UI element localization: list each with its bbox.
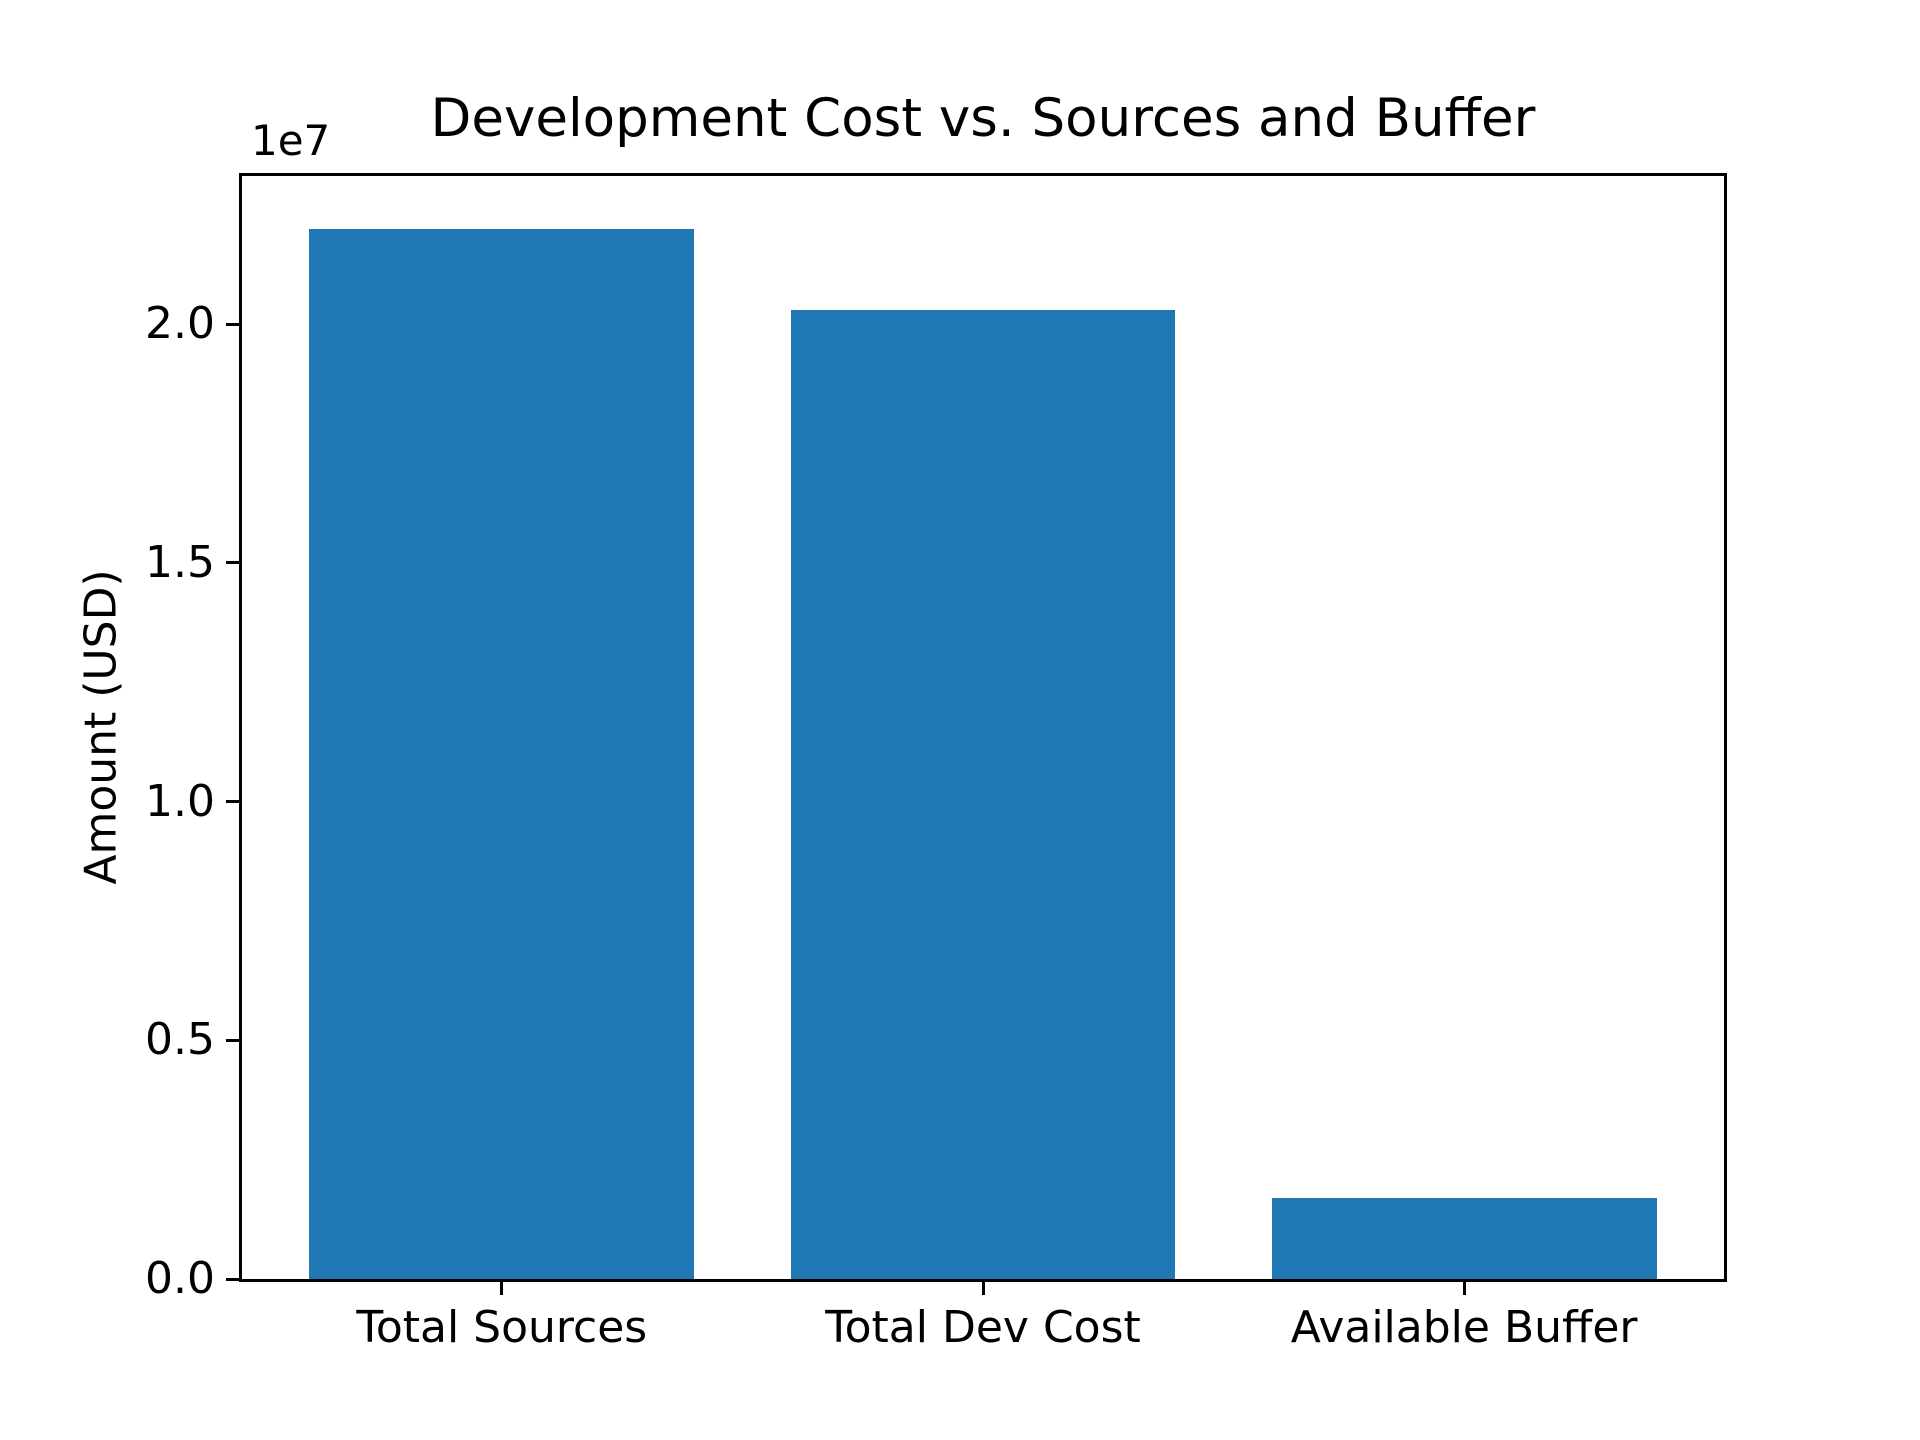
x-tick-label-2: Available Buffer <box>1290 1302 1638 1353</box>
x-tick-label-0: Total Sources <box>356 1302 648 1353</box>
bar-1 <box>790 309 1176 1279</box>
y-axis-offset-text: 1e7 <box>251 116 331 165</box>
x-tick-mark-1 <box>981 1282 985 1295</box>
y-tick-label-0: 0.0 <box>145 1253 215 1304</box>
y-axis-label: Amount (USD) <box>75 569 127 885</box>
y-tick-mark-3 <box>226 561 240 565</box>
y-tick-label-4: 2.0 <box>145 298 215 350</box>
y-tick-mark-0 <box>226 1277 240 1281</box>
y-tick-label-1: 0.5 <box>145 1014 215 1066</box>
bar-2 <box>1271 1197 1657 1279</box>
x-tick-mark-2 <box>1462 1282 1466 1295</box>
x-tick-mark-0 <box>500 1282 504 1295</box>
y-tick-label-3: 1.5 <box>145 536 215 588</box>
bar-0 <box>309 228 695 1279</box>
chart-title: Development Cost vs. Sources and Buffer <box>430 88 1536 149</box>
y-tick-mark-2 <box>226 800 240 803</box>
y-tick-mark-1 <box>226 1038 240 1042</box>
y-tick-mark-4 <box>226 322 240 326</box>
x-tick-label-1: Total Dev Cost <box>825 1302 1141 1353</box>
y-tick-label-2: 1.0 <box>145 775 215 827</box>
bars-container <box>242 176 1724 1279</box>
